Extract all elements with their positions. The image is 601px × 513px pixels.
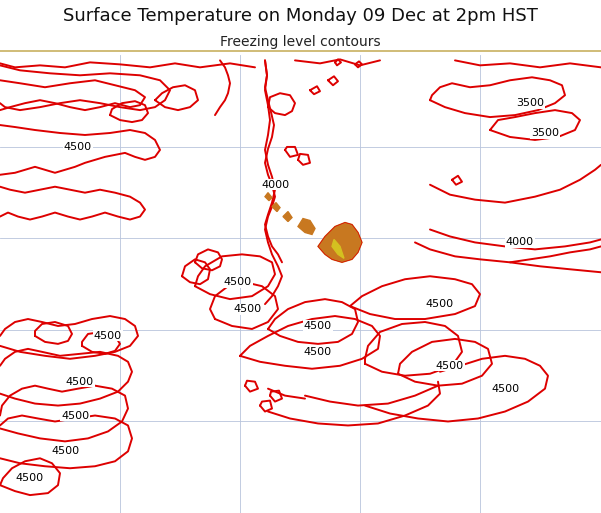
Text: 4500: 4500 bbox=[51, 446, 79, 457]
Text: Surface Temperature on Monday 09 Dec at 2pm HST: Surface Temperature on Monday 09 Dec at … bbox=[63, 7, 538, 25]
Text: 4500: 4500 bbox=[491, 384, 519, 393]
Text: 4500: 4500 bbox=[234, 304, 262, 314]
Text: 4500: 4500 bbox=[64, 142, 92, 152]
Text: 4000: 4000 bbox=[261, 180, 289, 190]
Text: 3500: 3500 bbox=[516, 98, 544, 108]
Polygon shape bbox=[332, 240, 344, 259]
Polygon shape bbox=[272, 203, 280, 211]
Text: 4500: 4500 bbox=[61, 410, 89, 421]
Text: 4500: 4500 bbox=[94, 331, 122, 341]
Polygon shape bbox=[318, 223, 362, 262]
Polygon shape bbox=[318, 223, 362, 262]
Polygon shape bbox=[283, 211, 292, 222]
Polygon shape bbox=[265, 193, 272, 201]
Text: 4500: 4500 bbox=[224, 277, 252, 287]
Text: 4500: 4500 bbox=[304, 321, 332, 331]
Text: 4500: 4500 bbox=[436, 361, 464, 371]
Text: 4000: 4000 bbox=[506, 238, 534, 247]
Text: 3500: 3500 bbox=[531, 128, 559, 138]
Text: Freezing level contours: Freezing level contours bbox=[220, 34, 381, 49]
Text: 4500: 4500 bbox=[304, 347, 332, 357]
Text: 4500: 4500 bbox=[66, 377, 94, 387]
Text: 4500: 4500 bbox=[16, 473, 44, 483]
Text: 4500: 4500 bbox=[426, 299, 454, 309]
Polygon shape bbox=[298, 219, 315, 234]
